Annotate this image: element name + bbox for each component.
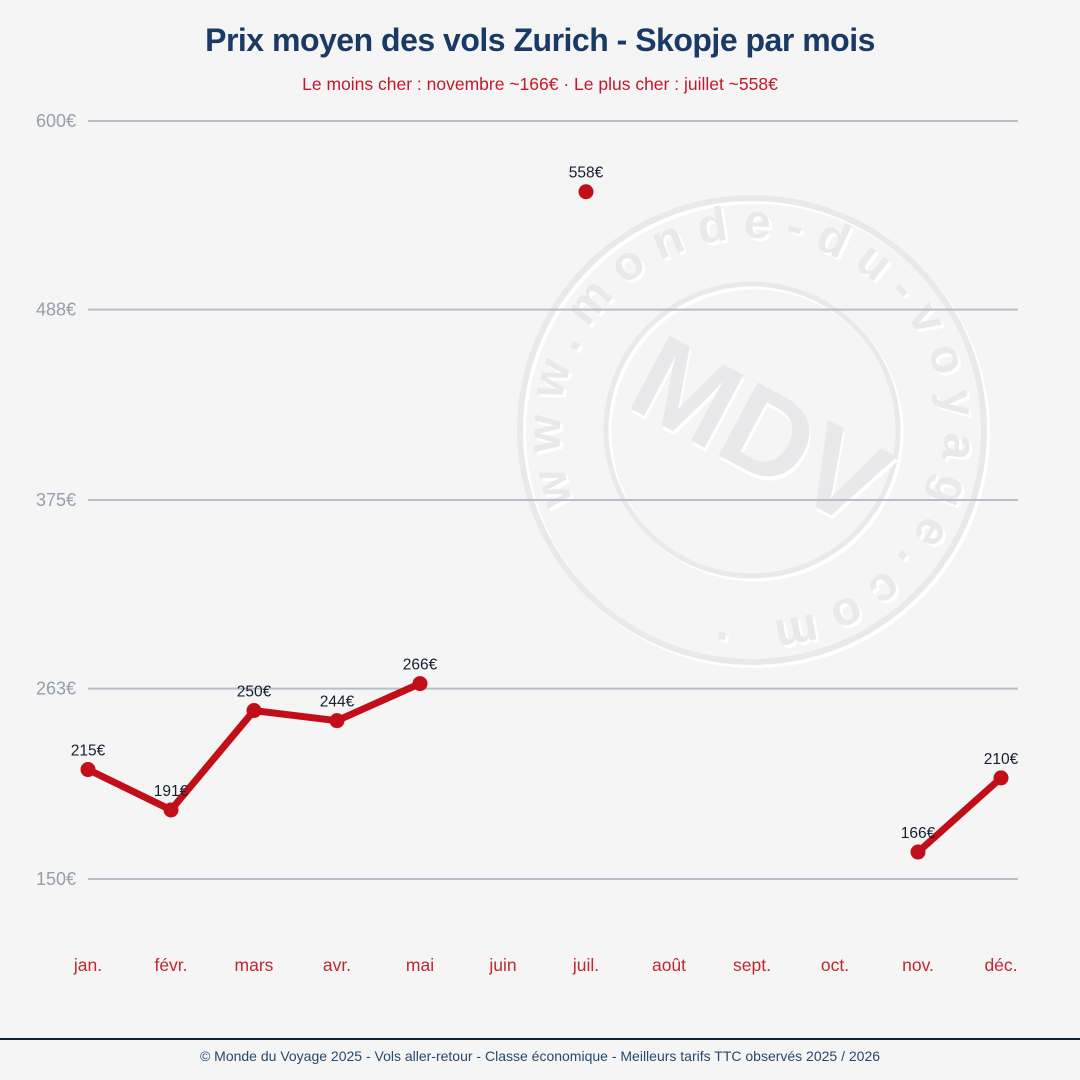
y-axis-tick-label: 488€	[36, 300, 76, 320]
data-point	[993, 770, 1009, 786]
data-point	[163, 802, 179, 818]
data-point	[910, 844, 926, 860]
x-axis-month-label: août	[652, 955, 686, 975]
x-axis-month-label: jan.	[73, 955, 102, 975]
data-point	[80, 762, 96, 778]
y-axis-tick-label: 375€	[36, 490, 76, 510]
data-point-label: 166€	[901, 825, 936, 842]
x-axis-month-label: déc.	[984, 955, 1017, 975]
x-axis-month-label: mai	[406, 955, 434, 975]
x-axis-month-label: juil.	[572, 955, 599, 975]
data-point-label: 250€	[237, 684, 272, 701]
x-axis-month-label: oct.	[821, 955, 849, 975]
watermark-inner-ring-highlight	[606, 284, 904, 582]
price-series-line	[84, 680, 424, 814]
price-series-line	[914, 774, 1005, 856]
data-point-label: 210€	[984, 751, 1019, 768]
footer-credit: © Monde du Voyage 2025 - Vols aller-reto…	[199, 1048, 881, 1064]
footer-divider	[0, 1038, 1080, 1040]
x-axis-month-label: avr.	[323, 955, 351, 975]
data-point	[412, 676, 428, 692]
x-axis-month-label: juin	[488, 955, 516, 975]
y-axis-tick-label: 263€	[36, 679, 76, 699]
watermark-center-text: MDV	[611, 309, 909, 553]
page-subtitle: Le moins cher : novembre ~166€ · Le plus…	[302, 74, 778, 94]
x-axis-month-label: févr.	[154, 955, 187, 975]
price-line-chart: www.monde-du-voyage.com ·www.monde-du-vo…	[36, 111, 1019, 975]
watermark-outer-ring	[517, 195, 987, 665]
x-axis-month-label: nov.	[902, 955, 934, 975]
x-axis-month-label: sept.	[733, 955, 771, 975]
page-title: Prix moyen des vols Zurich - Skopje par …	[205, 22, 875, 58]
watermark-inner-ring	[603, 281, 901, 579]
x-axis-month-label: mars	[235, 955, 274, 975]
data-point-label: 244€	[320, 694, 355, 711]
y-axis-tick-label: 600€	[36, 111, 76, 131]
data-point	[329, 713, 345, 729]
data-point-label: 191€	[154, 783, 189, 800]
data-point	[246, 703, 262, 719]
data-point-label: 558€	[569, 165, 604, 182]
data-point-label: 215€	[71, 743, 106, 760]
y-axis-tick-label: 150€	[36, 869, 76, 889]
data-point-label: 266€	[403, 657, 438, 674]
data-point	[578, 184, 594, 200]
